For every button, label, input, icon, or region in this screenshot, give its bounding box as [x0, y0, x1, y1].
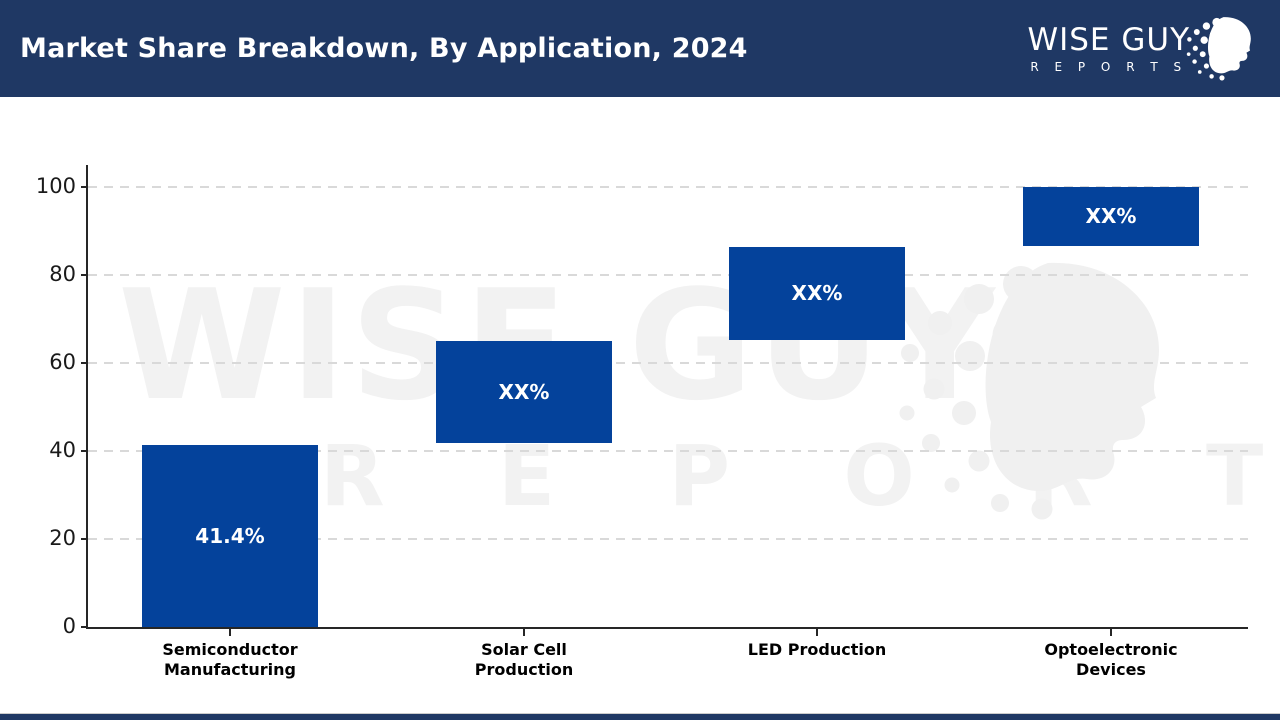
category-label-line: Devices — [1076, 660, 1146, 679]
bar-solar-cell-production: XX% — [436, 341, 612, 444]
y-axis-line — [86, 165, 88, 629]
category-label-semiconductor-manufacturing: Semiconductor Manufacturing — [100, 640, 360, 680]
gridline-80 — [88, 274, 1248, 276]
footer-bar — [0, 713, 1280, 720]
category-label-line: Semiconductor — [162, 640, 298, 659]
wiseguy-face-icon — [1186, 16, 1251, 80]
category-label-line: LED Production — [747, 640, 887, 659]
category-label-line: Manufacturing — [164, 660, 296, 679]
x-tick-mark — [1110, 629, 1112, 636]
x-tick-mark — [229, 629, 231, 636]
category-label-line: Optoelectronic — [1044, 640, 1178, 659]
gridline-20 — [88, 538, 1248, 540]
y-tick-label: 20 — [49, 526, 76, 550]
bar-semiconductor-manufacturing: 41.4% — [142, 444, 318, 627]
logo-text: WISE GUY R E P O R T S — [1027, 21, 1190, 74]
bar-value-label: 41.4% — [195, 523, 265, 548]
logo-brand-subtitle: R E P O R T S — [1030, 59, 1188, 74]
y-tick-mark — [81, 274, 88, 276]
y-tick-label: 0 — [62, 614, 76, 638]
x-axis-line — [86, 627, 1248, 629]
y-tick-mark — [81, 362, 88, 364]
y-tick-label: 80 — [49, 262, 76, 286]
y-tick-mark — [81, 626, 88, 628]
logo-brand-name: WISE GUY — [1027, 21, 1190, 58]
gridline-60 — [88, 362, 1248, 364]
gridline-40 — [88, 450, 1248, 452]
y-tick-mark — [81, 450, 88, 452]
bar-value-label: XX% — [791, 281, 843, 306]
y-tick-mark — [81, 186, 88, 188]
y-tick-label: 40 — [49, 438, 76, 462]
category-label-led-production: LED Production — [687, 640, 947, 660]
category-label-solar-cell-production: Solar Cell Production — [394, 640, 654, 680]
gridline-100 — [88, 186, 1248, 188]
y-tick-mark — [81, 538, 88, 540]
bar-value-label: XX% — [498, 380, 550, 405]
chart-area: WISE GUY R E P O R T S 02040608010041.4%… — [0, 97, 1280, 713]
bar-value-label: XX% — [1085, 204, 1137, 229]
chart-title: Market Share Breakdown, By Application, … — [20, 33, 748, 64]
wiseguy-logo: WISE GUY R E P O R T S — [1027, 14, 1256, 84]
category-label-optoelectronic-devices: Optoelectronic Devices — [981, 640, 1241, 680]
y-tick-label: 60 — [49, 350, 76, 374]
y-tick-label: 100 — [35, 174, 76, 198]
category-label-line: Solar Cell — [481, 640, 567, 659]
header-bar: Market Share Breakdown, By Application, … — [0, 0, 1280, 97]
x-tick-mark — [523, 629, 525, 636]
bar-led-production: XX% — [729, 246, 905, 341]
x-tick-mark — [816, 629, 818, 636]
bar-optoelectronic-devices: XX% — [1023, 187, 1199, 246]
category-label-line: Production — [474, 660, 574, 679]
